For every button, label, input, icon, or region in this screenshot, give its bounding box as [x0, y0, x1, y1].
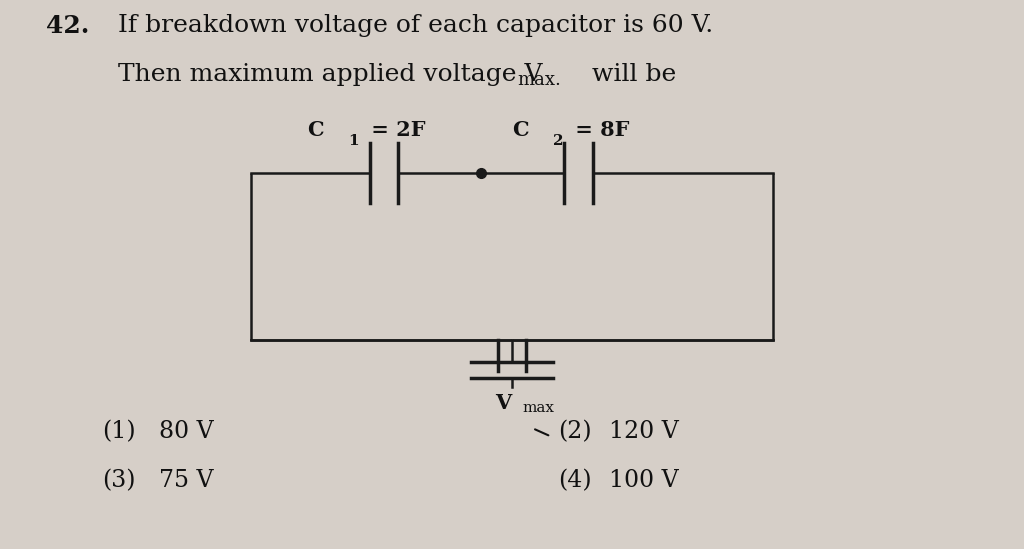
Text: 120 V: 120 V — [609, 420, 679, 443]
Text: If breakdown voltage of each capacitor is 60 V.: If breakdown voltage of each capacitor i… — [118, 14, 713, 37]
Text: = 8F: = 8F — [568, 120, 630, 140]
Text: max.: max. — [517, 71, 561, 89]
Text: 1: 1 — [348, 133, 358, 148]
Text: 75 V: 75 V — [159, 469, 213, 492]
Text: 100 V: 100 V — [609, 469, 679, 492]
Text: Then maximum applied voltage V: Then maximum applied voltage V — [118, 63, 543, 86]
Text: (1): (1) — [102, 420, 136, 443]
Text: V: V — [496, 393, 512, 412]
Text: = 2F: = 2F — [364, 120, 425, 140]
Text: C: C — [512, 120, 528, 140]
Text: (4): (4) — [558, 469, 592, 492]
Text: 42.: 42. — [46, 14, 89, 38]
Text: (3): (3) — [102, 469, 136, 492]
Text: 80 V: 80 V — [159, 420, 213, 443]
Text: will be: will be — [584, 63, 676, 86]
Text: C: C — [307, 120, 324, 140]
Text: max: max — [522, 401, 554, 415]
Text: (2): (2) — [558, 420, 592, 443]
Text: 2: 2 — [553, 133, 563, 148]
